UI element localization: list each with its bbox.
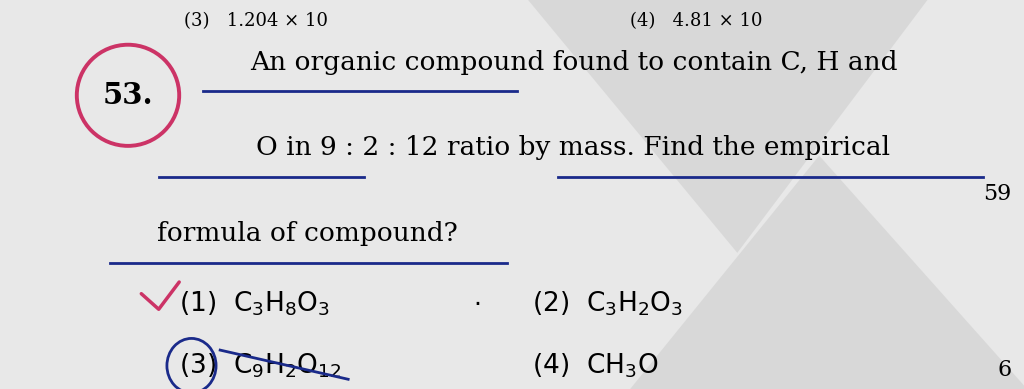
Text: $(3)$  $\mathrm{C_9H_2O_{12}}$: $(3)$ $\mathrm{C_9H_2O_{12}}$	[179, 351, 342, 380]
Polygon shape	[614, 156, 1024, 389]
Text: $(4)$  $\mathrm{CH_3O}$: $(4)$ $\mathrm{CH_3O}$	[532, 351, 658, 380]
Text: $(1)$  $\mathrm{C_3H_8O_3}$: $(1)$ $\mathrm{C_3H_8O_3}$	[179, 289, 331, 318]
Text: (4)   4.81 × 10: (4) 4.81 × 10	[630, 12, 763, 30]
Text: O in 9 : 2 : 12 ratio by mass. Find the empirical: O in 9 : 2 : 12 ratio by mass. Find the …	[256, 135, 891, 160]
Text: formula of compound?: formula of compound?	[157, 221, 458, 246]
Text: (3)   1.204 × 10: (3) 1.204 × 10	[184, 12, 328, 30]
Text: 59: 59	[983, 184, 1012, 205]
Text: 53.: 53.	[102, 81, 154, 110]
Text: An organic compound found to contain C, H and: An organic compound found to contain C, …	[250, 50, 897, 75]
Polygon shape	[512, 0, 942, 253]
Text: 6: 6	[997, 359, 1012, 381]
Text: $(2)$  $\mathrm{C_3H_2O_3}$: $(2)$ $\mathrm{C_3H_2O_3}$	[532, 289, 684, 318]
Text: $\cdot$: $\cdot$	[472, 291, 480, 315]
